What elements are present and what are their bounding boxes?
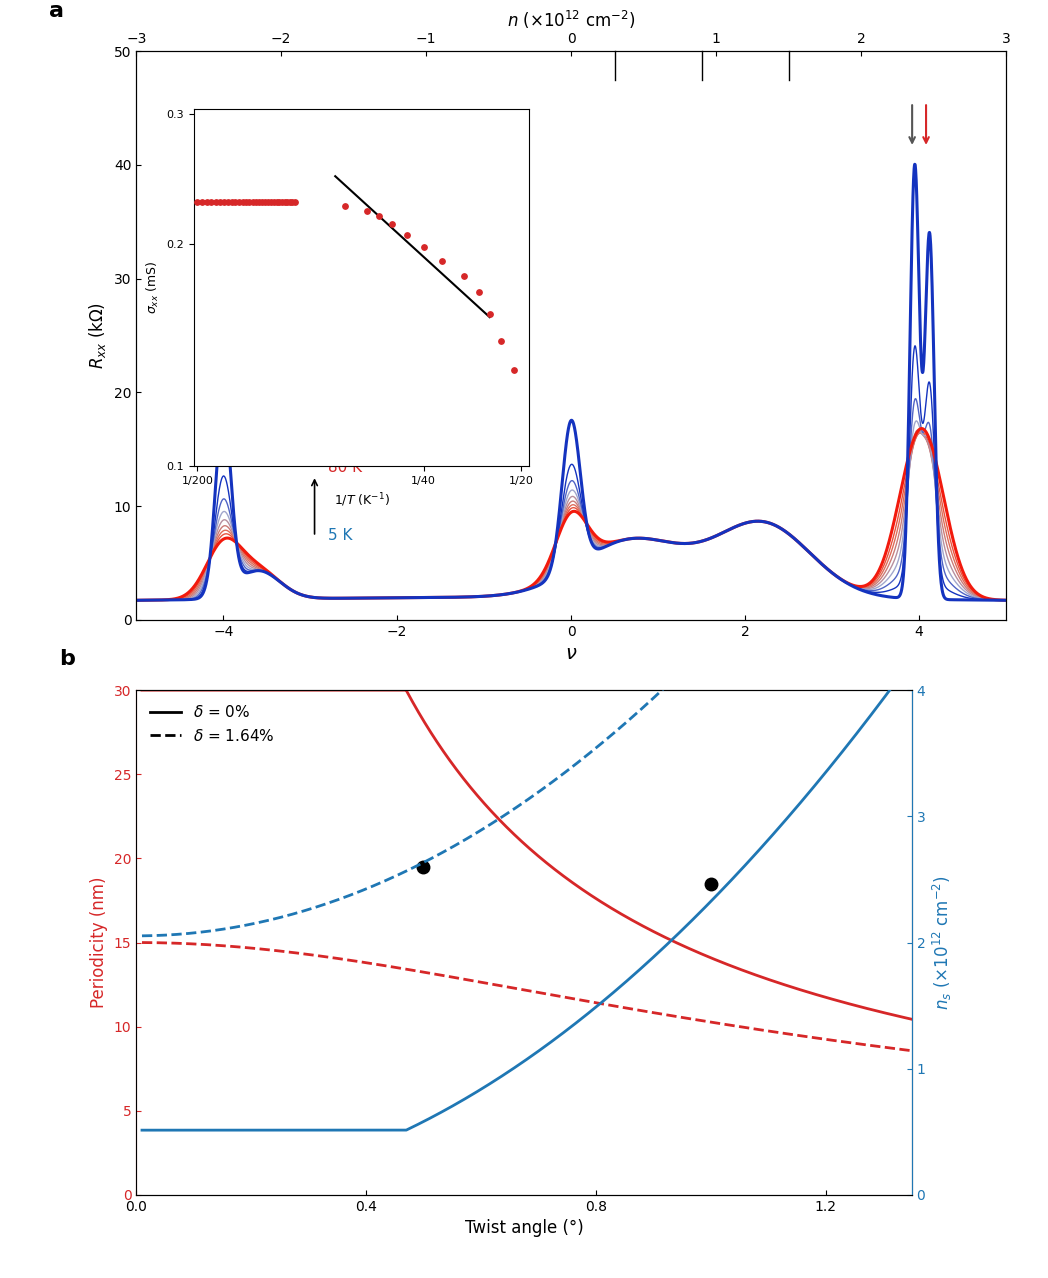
Point xyxy=(216,192,233,212)
Point xyxy=(279,192,296,212)
Point xyxy=(384,213,400,234)
Point xyxy=(198,192,215,212)
Point xyxy=(271,192,288,212)
Point xyxy=(506,360,523,381)
Point xyxy=(231,192,247,212)
X-axis label: $n$ ($\times10^{12}$ cm$^{-2}$): $n$ ($\times10^{12}$ cm$^{-2}$) xyxy=(507,9,635,31)
Point xyxy=(370,206,387,226)
Point xyxy=(194,192,211,212)
Point xyxy=(434,250,451,271)
Point xyxy=(234,192,250,212)
Y-axis label: Periodicity (nm): Periodicity (nm) xyxy=(90,877,108,1008)
Point xyxy=(277,192,293,212)
Text: 5 K: 5 K xyxy=(328,528,352,543)
Point xyxy=(265,192,282,212)
Point xyxy=(254,192,270,212)
Point xyxy=(189,192,205,212)
Point xyxy=(203,192,220,212)
Point xyxy=(208,192,224,212)
Point xyxy=(223,192,240,212)
Point xyxy=(336,196,353,216)
Point xyxy=(274,192,290,212)
Text: 80 K: 80 K xyxy=(328,460,362,475)
Point xyxy=(219,192,236,212)
Point xyxy=(250,192,267,212)
Point xyxy=(493,331,509,351)
Point xyxy=(282,192,299,212)
Point xyxy=(286,192,303,212)
Point xyxy=(263,192,280,212)
Y-axis label: $\sigma_{xx}$ (mS): $\sigma_{xx}$ (mS) xyxy=(145,261,160,314)
Point xyxy=(415,236,432,257)
X-axis label: Twist angle (°): Twist angle (°) xyxy=(464,1219,584,1237)
Point xyxy=(257,192,274,212)
X-axis label: 1/$T$ (K$^{-1}$): 1/$T$ (K$^{-1}$) xyxy=(333,492,390,510)
Point xyxy=(227,192,244,212)
Point xyxy=(456,266,473,286)
Point xyxy=(398,225,415,245)
Legend: $\delta$ = 0%, $\delta$ = 1.64%: $\delta$ = 0%, $\delta$ = 1.64% xyxy=(144,698,281,750)
Point xyxy=(238,192,255,212)
Point xyxy=(247,192,264,212)
Point xyxy=(241,192,258,212)
Point xyxy=(358,201,375,221)
Y-axis label: $R_{xx}$ (k$\Omega$): $R_{xx}$ (k$\Omega$) xyxy=(87,302,108,369)
Point xyxy=(212,192,228,212)
Y-axis label: $n_s$ ($\times10^{12}$ cm$^{-2}$): $n_s$ ($\times10^{12}$ cm$^{-2}$) xyxy=(931,875,954,1010)
Text: b: b xyxy=(59,649,74,668)
Point xyxy=(284,192,301,212)
Point xyxy=(471,282,487,303)
Point xyxy=(268,192,285,212)
Point xyxy=(481,303,498,323)
Text: a: a xyxy=(49,1,64,20)
X-axis label: $\nu$: $\nu$ xyxy=(565,644,577,663)
Point xyxy=(244,192,261,212)
Point xyxy=(260,192,277,212)
